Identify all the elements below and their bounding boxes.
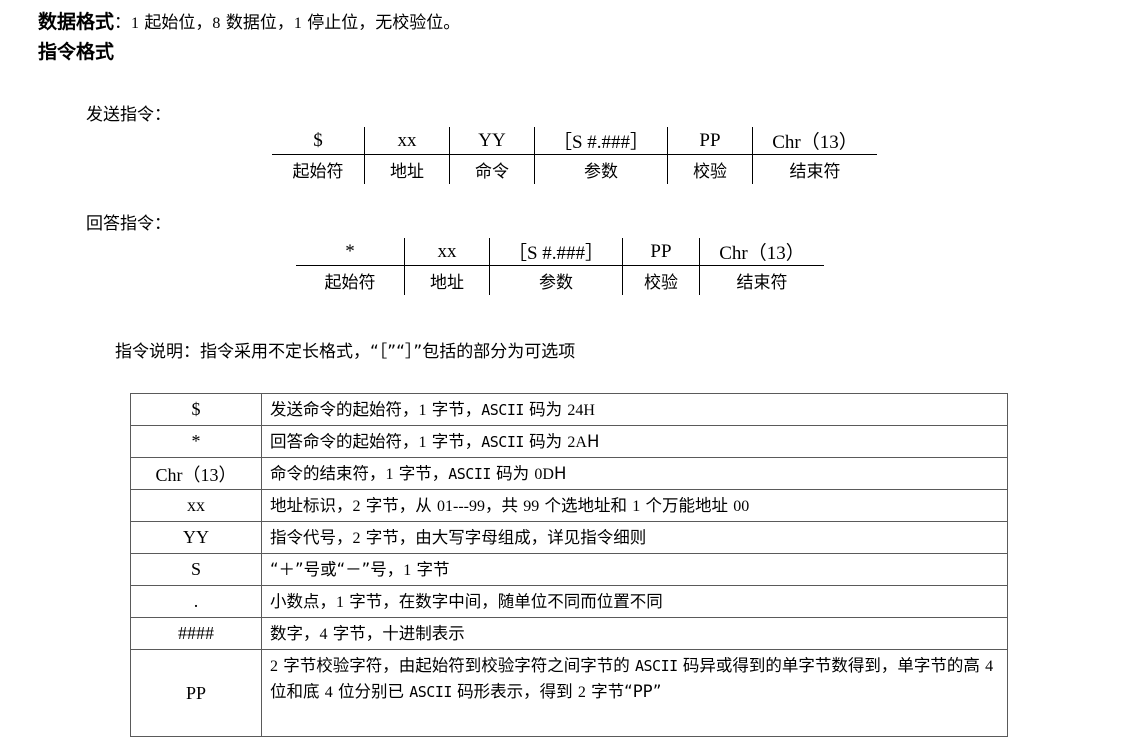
reply-frame-code-checksum: PP [622, 238, 700, 266]
reply-frame-name-param: 参数 [489, 265, 623, 295]
table-row: xx 地址标识，2 字节，从 01---99，共 99 个选地址和 1 个万能地址… [130, 489, 1008, 522]
reply-frame-code-address: xx [404, 238, 490, 266]
reply-frame-code-param: ［S #.###］ [489, 238, 623, 266]
send-frame-name-param: 参数 [534, 154, 668, 184]
send-frame-code-checksum: PP [667, 127, 753, 155]
send-frame-name-address: 地址 [364, 154, 450, 184]
definition-description-cell: 指令代号，2 字节，由大写字母组成，详见指令细则 [261, 521, 1008, 554]
definition-table: $ 发送命令的起始符，1 字节，ASCII 码为 24H * 回答命令的起始符，1 字… [130, 393, 1008, 737]
definition-symbol-cell: YY [130, 521, 262, 554]
send-frame-code-command: YY [449, 127, 535, 155]
reply-frame-name-end: 结束符 [736, 273, 788, 293]
table-row: Chr（13） 命令的结束符，1 字节，ASCII 码为 0DH [130, 457, 1008, 490]
send-frame-name-command: 命令 [449, 154, 535, 184]
heading-data-format-value: ：1 起始位，8 数据位，1 停止位，无校验位。 [114, 13, 461, 33]
table-row: PP 2 字节校验字符，由起始符到校验字符之间字节的 ASCII 码异或得到的单字… [130, 649, 1008, 737]
reply-frame-code-row: * xx ［S #.###］ PP Chr（13） [296, 238, 824, 266]
send-frame-name-end: 结束符 [789, 162, 841, 182]
document-heading: 数据格式：1 起始位，8 数据位，1 停止位，无校验位。 指令格式 [38, 8, 1078, 68]
reply-frame-name-checksum: 校验 [622, 265, 700, 295]
definition-description-cell: 2 字节校验字符，由起始符到校验字符之间字节的 ASCII 码异或得到的单字节数… [261, 649, 1008, 737]
table-row: * 回答命令的起始符，1 字节，ASCII 码为 2AH [130, 425, 1008, 458]
definition-symbol-cell: Chr（13） [130, 457, 262, 490]
heading-command-format-label: 指令格式 [38, 41, 115, 63]
table-row: . 小数点，1 字节，在数字中间，随单位不同而位置不同 [130, 585, 1008, 618]
definition-symbol-cell: $ [130, 393, 262, 426]
definition-symbol-cell: S [130, 553, 262, 586]
definition-symbol-cell: * [130, 425, 262, 458]
reply-frame-code-end: Chr（13） [699, 238, 824, 266]
reply-frame-name-row: 起始符 地址 参数 校验 结束符 [296, 265, 824, 295]
reply-frame-name-start: 起始符 [296, 265, 405, 295]
definition-description-cell: “＋”号或“－”号，1 字节 [261, 553, 1008, 586]
heading-line-command-format: 指令格式 [38, 38, 1078, 68]
definition-symbol-cell: #### [130, 617, 262, 650]
send-frame-code-row: $ xx YY ［S #.###］ PP Chr（13） [272, 127, 877, 155]
send-frame-name-row: 起始符 地址 命令 参数 校验 结束符 [272, 154, 877, 184]
definition-description-cell: 命令的结束符，1 字节，ASCII 码为 0DH [261, 457, 1008, 490]
send-command-label: 发送指令： [86, 105, 171, 125]
heading-line-data-format: 数据格式：1 起始位，8 数据位，1 停止位，无校验位。 [38, 8, 1078, 38]
definition-symbol-cell: PP [130, 649, 262, 737]
definition-description-cell: 回答命令的起始符，1 字节，ASCII 码为 2AH [261, 425, 1008, 458]
definition-description-cell: 地址标识，2 字节，从 01---99，共 99 个选地址和 1 个万能地址 0… [261, 489, 1008, 522]
table-row: S “＋”号或“－”号，1 字节 [130, 553, 1008, 586]
command-description-text: 指令说明：指令采用不定长格式，“［”“］”包括的部分为可选项 [115, 342, 576, 362]
send-frame-code-end: Chr（13） [752, 127, 877, 155]
table-row: YY 指令代号，2 字节，由大写字母组成，详见指令细则 [130, 521, 1008, 554]
definition-description-cell: 发送命令的起始符，1 字节，ASCII 码为 24H [261, 393, 1008, 426]
definition-symbol-cell: xx [130, 489, 262, 522]
send-frame-name-start: 起始符 [272, 154, 365, 184]
table-row: #### 数字，4 字节，十进制表示 [130, 617, 1008, 650]
table-row: $ 发送命令的起始符，1 字节，ASCII 码为 24H [130, 393, 1008, 426]
send-frame-table: $ xx YY ［S #.###］ PP Chr（13） 起始符 地址 命令 参… [272, 127, 877, 184]
send-frame-code-param: ［S #.###］ [534, 127, 668, 155]
heading-data-format-label: 数据格式 [38, 11, 115, 33]
send-frame-code-start: $ [272, 127, 365, 155]
send-frame-code-address: xx [364, 127, 450, 155]
reply-frame-name-address: 地址 [404, 265, 490, 295]
definition-symbol-cell: . [130, 585, 262, 618]
definition-description-cell: 数字，4 字节，十进制表示 [261, 617, 1008, 650]
definition-description-cell: 小数点，1 字节，在数字中间，随单位不同而位置不同 [261, 585, 1008, 618]
send-frame-name-checksum: 校验 [667, 154, 753, 184]
reply-frame-table: * xx ［S #.###］ PP Chr（13） 起始符 地址 参数 校验 结… [296, 238, 824, 295]
reply-frame-code-start: * [296, 238, 405, 266]
reply-command-label: 回答指令： [86, 214, 171, 234]
